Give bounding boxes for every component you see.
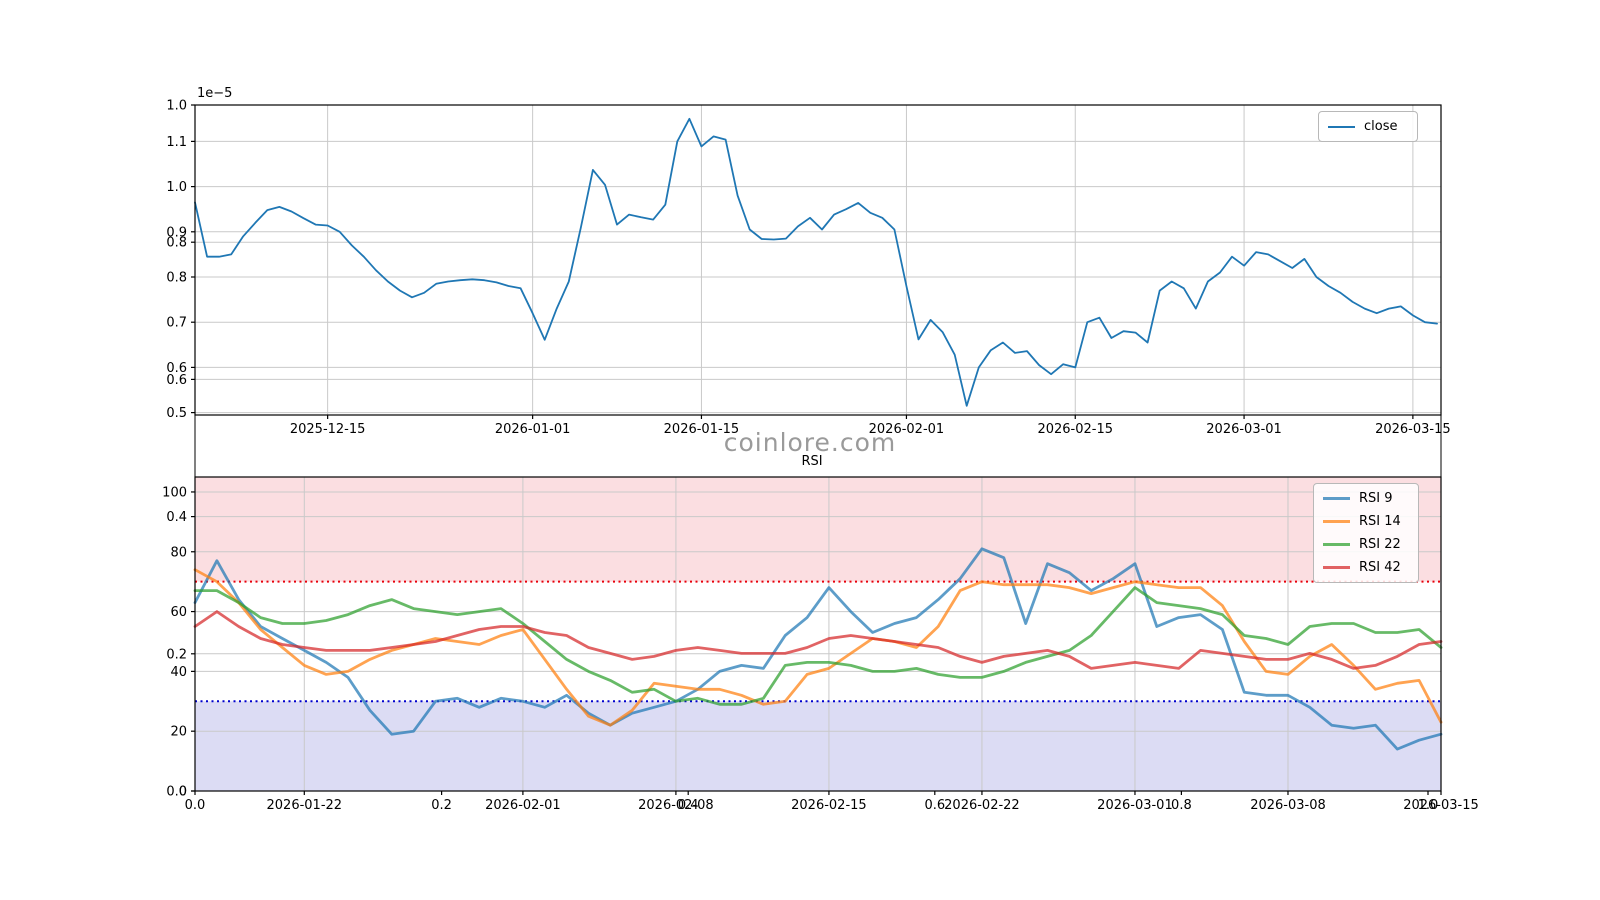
svg-text:2026-01-15: 2026-01-15 — [664, 422, 740, 437]
svg-text:40: 40 — [170, 665, 187, 680]
svg-text:0.4: 0.4 — [166, 510, 187, 525]
svg-text:0.8: 0.8 — [166, 236, 187, 251]
watermark-text: coinlore.com — [723, 428, 897, 457]
legend-label-rsi42: RSI 42 — [1359, 560, 1401, 575]
svg-text:2026-02-15: 2026-02-15 — [1037, 422, 1113, 437]
svg-text:20: 20 — [170, 725, 187, 740]
svg-text:0.7: 0.7 — [166, 316, 187, 331]
svg-text:0.2: 0.2 — [166, 647, 187, 662]
svg-text:0.6: 0.6 — [166, 373, 187, 388]
svg-text:2026-02-01: 2026-02-01 — [485, 798, 561, 813]
svg-text:0.2: 0.2 — [431, 798, 452, 813]
legend-close: close — [1318, 111, 1418, 142]
svg-text:2026-02-01: 2026-02-01 — [869, 422, 945, 437]
svg-text:0.0: 0.0 — [185, 798, 206, 813]
svg-text:60: 60 — [170, 605, 187, 620]
legend-label-rsi22: RSI 22 — [1359, 537, 1401, 552]
svg-text:2026-03-08: 2026-03-08 — [1250, 798, 1326, 813]
rsi42-line-swatch — [1323, 566, 1350, 569]
svg-text:1e−5: 1e−5 — [197, 86, 232, 101]
svg-text:0.0: 0.0 — [166, 785, 187, 800]
svg-text:2026-01-01: 2026-01-01 — [495, 422, 571, 437]
svg-text:0.8: 0.8 — [1171, 798, 1192, 813]
legend-label-rsi9: RSI 9 — [1359, 491, 1393, 506]
rsi22-line-swatch — [1323, 543, 1350, 546]
svg-text:2026-01-22: 2026-01-22 — [267, 798, 343, 813]
svg-text:2026-02-15: 2026-02-15 — [791, 798, 867, 813]
legend-item-rsi22: RSI 22 — [1323, 533, 1409, 556]
legend-label-rsi14: RSI 14 — [1359, 514, 1401, 529]
svg-text:0.9: 0.9 — [166, 225, 187, 240]
svg-text:0.5: 0.5 — [166, 406, 187, 421]
legend-item-rsi9: RSI 9 — [1323, 487, 1409, 510]
svg-text:1.1: 1.1 — [166, 135, 187, 150]
svg-text:0.6: 0.6 — [924, 798, 945, 813]
svg-text:0.6: 0.6 — [166, 361, 187, 376]
legend-rsi: RSI 9 RSI 14 RSI 22 RSI 42 — [1313, 483, 1419, 583]
svg-text:100: 100 — [162, 485, 187, 500]
svg-text:1.0: 1.0 — [166, 99, 187, 114]
svg-text:2026-03-01: 2026-03-01 — [1206, 422, 1282, 437]
svg-text:2026-02-08: 2026-02-08 — [638, 798, 714, 813]
legend-label-close: close — [1364, 119, 1398, 134]
svg-text:2026-03-15: 2026-03-15 — [1403, 798, 1479, 813]
legend-item-close: close — [1328, 115, 1408, 138]
svg-text:0: 0 — [179, 785, 187, 800]
svg-text:2026-03-15: 2026-03-15 — [1375, 422, 1451, 437]
svg-text:0.4: 0.4 — [678, 798, 699, 813]
svg-text:0.8: 0.8 — [166, 271, 187, 286]
close-line-swatch — [1328, 125, 1355, 128]
legend-item-rsi42: RSI 42 — [1323, 556, 1409, 579]
svg-text:2026-02-22: 2026-02-22 — [944, 798, 1020, 813]
svg-text:1.0: 1.0 — [1418, 798, 1439, 813]
legend-item-rsi14: RSI 14 — [1323, 510, 1409, 533]
rsi-subplot-title: RSI — [801, 454, 823, 469]
svg-text:2025-12-15: 2025-12-15 — [290, 422, 366, 437]
svg-text:2026-03-01: 2026-03-01 — [1097, 798, 1173, 813]
svg-text:80: 80 — [170, 545, 187, 560]
svg-text:1.0: 1.0 — [166, 180, 187, 195]
rsi9-line-swatch — [1323, 497, 1350, 500]
rsi14-line-swatch — [1323, 520, 1350, 523]
